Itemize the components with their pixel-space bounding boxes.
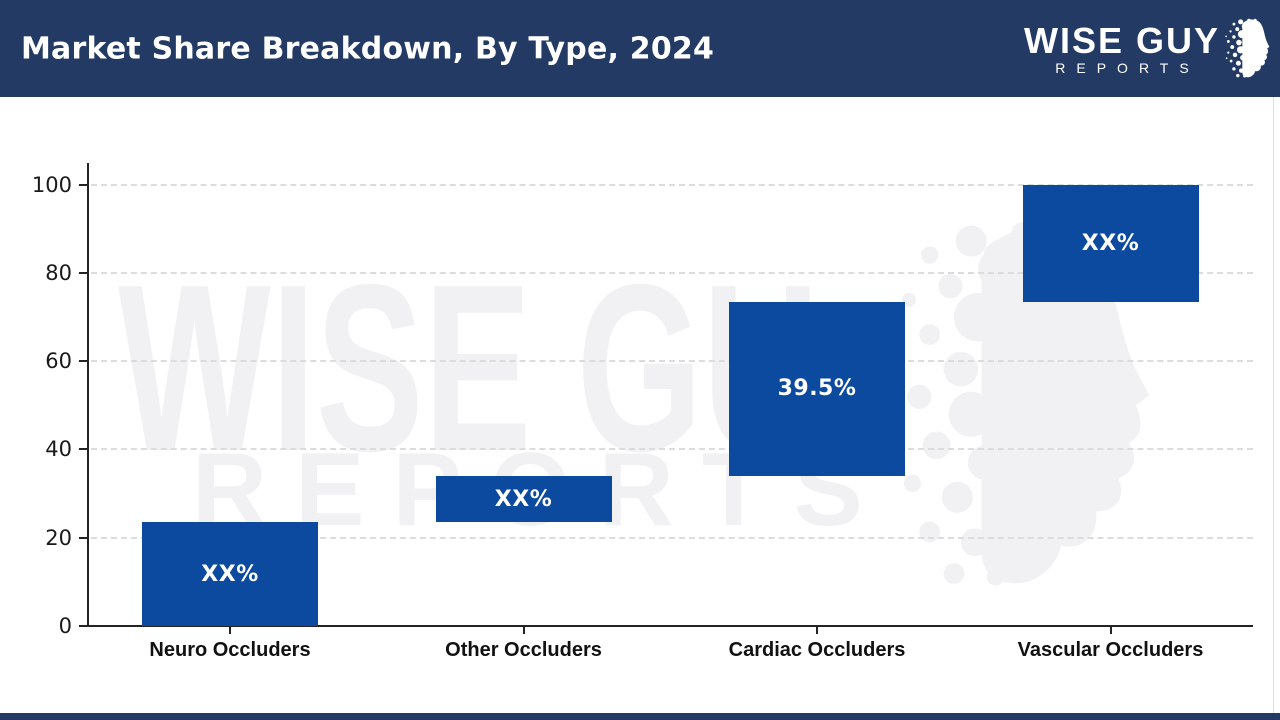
logo-wordmark: WISE GUY	[1023, 19, 1220, 61]
bar-value-label: XX%	[201, 561, 259, 587]
y-axis-tick	[79, 536, 88, 539]
logo-text: WISE GUY REPORTS	[1023, 19, 1220, 77]
x-axis-category-label: Neuro Occluders	[149, 639, 311, 661]
footer-bar	[0, 713, 1280, 720]
y-axis-tick	[79, 183, 88, 186]
y-axis-label: 0	[58, 614, 72, 638]
y-axis-tick	[79, 625, 88, 627]
header-bar: Market Share Breakdown, By Type, 2024 WI…	[0, 0, 1280, 97]
x-axis-category-label: Cardiac Occluders	[728, 639, 906, 661]
x-axis-spine	[87, 625, 1253, 627]
bar-other-occluders: XX%	[435, 475, 612, 523]
wise-guy-logo: WISE GUY REPORTS	[1024, 4, 1272, 94]
bar-neuro-occluders: XX%	[142, 522, 318, 626]
y-axis-label: 100	[31, 172, 72, 197]
x-axis-tick	[229, 627, 231, 634]
logo-subtext: REPORTS	[1055, 60, 1200, 77]
x-axis-category-label: Vascular Occluders	[1017, 639, 1204, 661]
x-axis-tick	[816, 627, 818, 634]
y-axis-spine	[87, 163, 89, 627]
gridline-60	[91, 360, 1253, 363]
x-axis-tick	[1109, 627, 1112, 634]
bar-value-label: XX%	[1081, 230, 1140, 256]
bar-value-label: XX%	[494, 486, 553, 512]
y-axis-tick	[79, 271, 88, 274]
y-axis-tick	[79, 360, 88, 363]
page-title: Market Share Breakdown, By Type, 2024	[21, 31, 715, 66]
y-axis-label: 20	[45, 525, 72, 550]
y-axis-label: 40	[45, 437, 72, 462]
bar-cardiac-occluders: 39.5%	[729, 301, 905, 476]
bar-vascular-occluders: XX%	[1022, 184, 1199, 302]
gridline-20	[91, 536, 1253, 539]
x-axis-tick	[522, 627, 525, 634]
y-axis-tick	[79, 448, 88, 451]
bar-value-label: 39.5%	[777, 376, 857, 402]
plot-right-border	[1273, 97, 1274, 713]
gridline-40	[91, 448, 1253, 451]
watermark-wordmark: WISE GU	[118, 236, 820, 501]
gridline-100	[91, 183, 1253, 186]
x-axis-category-label: Other Occluders	[445, 639, 602, 661]
gridline-80	[91, 271, 1253, 274]
y-axis-label: 60	[45, 349, 72, 374]
y-axis-label: 80	[45, 260, 72, 285]
